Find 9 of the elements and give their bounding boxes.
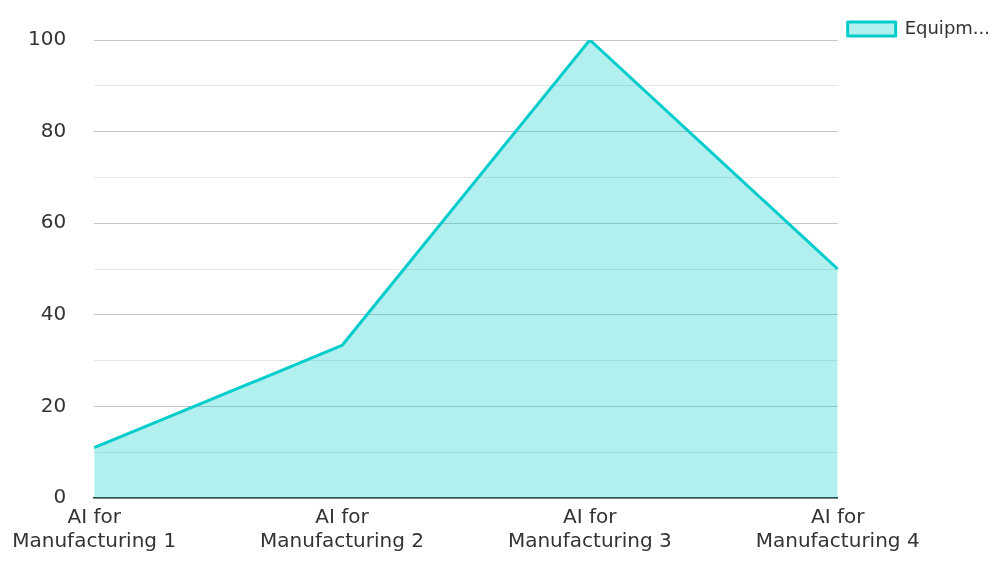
y-tick-label: 40 [40,301,67,325]
legend-label: Equipm... [904,16,991,38]
y-tick-label: 80 [40,117,67,142]
x-tick-label: AI for Manufacturing 3 [507,504,672,553]
x-tick-label: AI for Manufacturing 2 [260,504,424,553]
y-tick-label: 20 [40,392,67,417]
x-tick-label: AI for Manufacturing 4 [755,504,920,553]
y-tick-label: 100 [27,26,67,51]
y-tick-label: 60 [40,209,67,234]
